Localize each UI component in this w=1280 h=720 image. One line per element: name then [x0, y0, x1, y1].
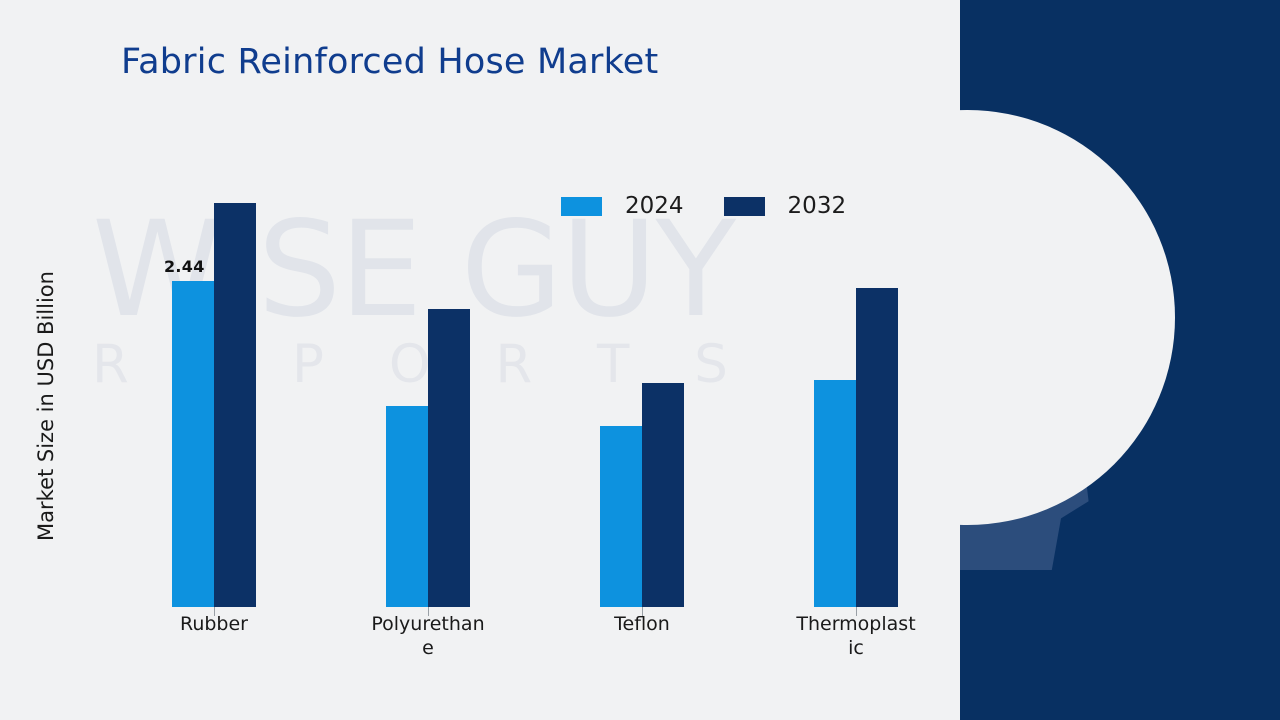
- x-axis-tick: [642, 607, 643, 616]
- chart-legend: 2024 2032: [561, 193, 846, 219]
- x-axis-baseline: [96, 607, 956, 608]
- x-axis-label-thermoplastic: Thermoplast ic: [794, 612, 918, 661]
- x-axis-tick: [428, 607, 429, 616]
- x-axis-label-line: Polyurethan: [371, 613, 485, 635]
- legend-swatch-2024: [561, 196, 602, 216]
- bar-2032[interactable]: [642, 382, 684, 607]
- x-axis-label-line: Thermoplast: [796, 613, 916, 635]
- x-axis-label-teflon: Teflon: [580, 612, 704, 636]
- x-axis-label-line: Rubber: [179, 613, 248, 635]
- bar-2024[interactable]: [600, 425, 642, 607]
- brand-panel: WISE GUY R E P O R T S: [960, 0, 1280, 720]
- y-axis-label: Market Size in USD Billion: [34, 271, 58, 541]
- plot-area: 2.44: [96, 160, 956, 616]
- bar-value-label: 2.44: [164, 257, 205, 277]
- legend-item-2024[interactable]: 2024: [561, 193, 684, 219]
- bar-2032[interactable]: [856, 288, 898, 607]
- x-axis-label-line: e: [422, 637, 434, 660]
- x-axis-label-line: Teflon: [614, 613, 670, 635]
- bar-2032[interactable]: [214, 202, 256, 607]
- legend-label-2032: 2032: [787, 193, 847, 219]
- bar-2024[interactable]: [386, 405, 428, 607]
- bar-2024[interactable]: [172, 281, 214, 607]
- legend-swatch-2032: [723, 196, 765, 216]
- x-axis-label-polyurethane: Polyurethan e: [366, 612, 490, 661]
- x-axis-label-rubber: Rubber: [152, 612, 276, 636]
- bar-2024[interactable]: [814, 380, 856, 607]
- bar-2032[interactable]: [428, 309, 470, 607]
- network-dots-decoration: [960, 150, 1020, 490]
- x-axis-label-line: ic: [848, 637, 864, 660]
- page-title: Fabric Reinforced Hose Market: [121, 42, 659, 82]
- x-axis-tick: [214, 607, 215, 616]
- legend-item-2032[interactable]: 2032: [723, 193, 847, 219]
- x-axis-tick: [856, 607, 857, 616]
- legend-label-2024: 2024: [625, 193, 684, 219]
